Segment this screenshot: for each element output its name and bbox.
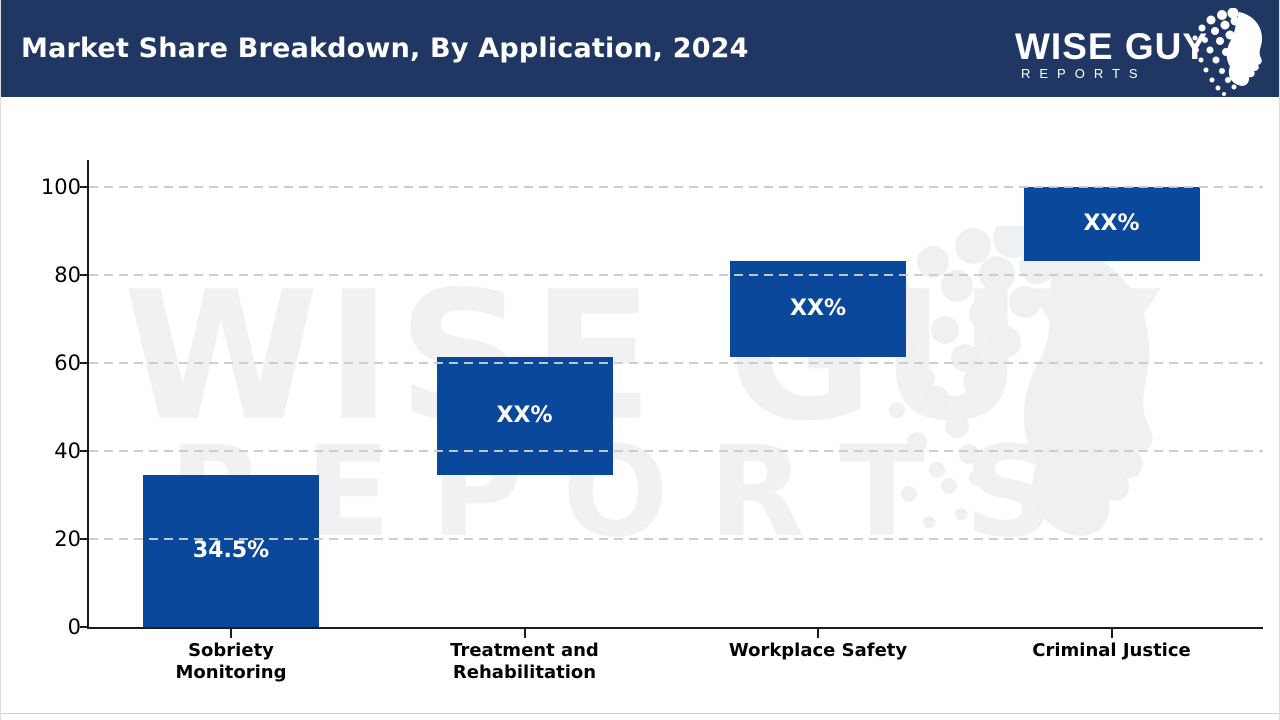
y-axis-tick-label: 40: [54, 439, 81, 463]
bar-workplace-safety: [730, 260, 906, 357]
bar-value-label-criminal-justice: XX%: [1083, 210, 1140, 236]
header-bar: Market Share Breakdown, By Application, …: [1, 0, 1279, 97]
logo-subtext: REPORTS: [1021, 66, 1147, 81]
y-axis-tick: [80, 450, 89, 452]
y-axis-line: [87, 160, 89, 629]
logo-wordmark: WISE GUY: [1015, 26, 1209, 67]
bar-value-label-treatment-and-rehabilitation: XX%: [496, 403, 553, 429]
y-axis-tick-label: 60: [54, 351, 81, 375]
x-axis-tick: [1110, 629, 1113, 638]
x-axis-tick: [523, 629, 526, 638]
gridline-40: [89, 450, 1263, 452]
gridline-20: [89, 538, 1263, 540]
y-axis-tick: [80, 186, 89, 188]
logo-face-icon: [1192, 8, 1263, 96]
y-axis-tick: [80, 274, 89, 276]
gridline-60: [89, 362, 1263, 364]
bottom-divider: [1, 713, 1279, 714]
y-axis-tick-label: 100: [40, 175, 81, 199]
x-axis-label-workplace-safety: Workplace Safety: [728, 640, 908, 661]
y-axis-tick: [80, 626, 89, 628]
y-axis-tick-label: 80: [54, 263, 81, 287]
bar-value-label-workplace-safety: XX%: [790, 295, 846, 321]
y-axis-tick: [80, 538, 89, 540]
gridline-80: [89, 274, 1263, 276]
bar-value-label-sobriety-monitoring: 34.5%: [192, 538, 270, 564]
x-axis-tick: [817, 629, 819, 638]
x-axis-tick: [230, 629, 232, 638]
y-axis-tick-label: 0: [67, 615, 81, 639]
x-axis-label-criminal-justice: Criminal Justice: [1032, 640, 1191, 661]
x-axis-label-sobriety-monitoring: Sobriety Monitoring: [175, 640, 287, 683]
chart-title: Market Share Breakdown, By Application, …: [21, 33, 749, 64]
y-axis-tick: [80, 362, 89, 364]
bar-treatment-and-rehabilitation: [436, 356, 613, 476]
x-axis-label-treatment-and-rehabilitation: Treatment and Rehabilitation: [450, 640, 599, 683]
bar-criminal-justice: [1023, 187, 1200, 261]
gridline-100: [89, 186, 1263, 188]
bar-sobriety-monitoring: [143, 475, 319, 627]
x-axis-line: [87, 627, 1263, 629]
y-axis-tick-label: 20: [54, 527, 81, 551]
wiseguy-logo: WISE GUY REPORTS: [1015, 6, 1265, 96]
watermark-wordmark: WISE GUY: [123, 253, 1165, 460]
